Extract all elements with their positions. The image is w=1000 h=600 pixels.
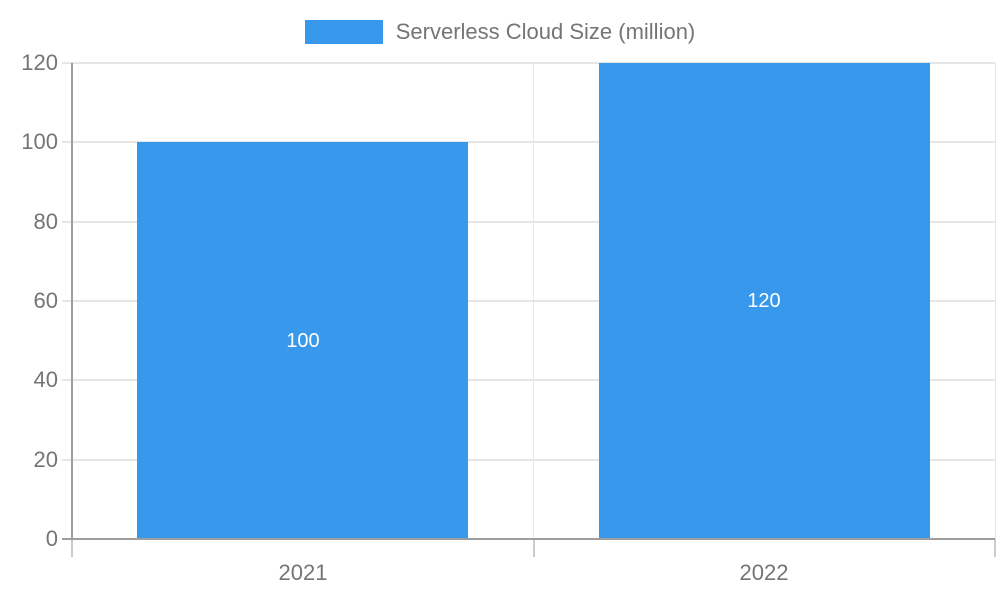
y-tick	[62, 300, 72, 302]
y-tick	[62, 220, 72, 223]
x-gridline	[994, 63, 996, 539]
x-axis-tick-label: 2021	[278, 560, 328, 585]
x-axis-tick-label: 2022	[739, 560, 789, 585]
y-axis-tick-label: 40	[33, 367, 58, 393]
y-axis-tick-label: 20	[33, 446, 58, 472]
y-axis-tick-label: 80	[33, 208, 58, 234]
y-axis-tick-label: 120	[21, 50, 58, 75]
y-tick	[62, 379, 72, 382]
legend-swatch-icon	[304, 20, 383, 44]
legend: Serverless Cloud Size (million)	[0, 19, 1000, 45]
bar-2021[interactable]	[137, 142, 468, 539]
y-axis-line	[71, 63, 73, 539]
y-tick	[62, 62, 72, 64]
x-axis-baseline	[62, 538, 995, 540]
x-tick	[532, 539, 535, 557]
x-tick	[994, 539, 996, 557]
y-tick	[62, 141, 72, 144]
bar-2022[interactable]	[599, 63, 930, 539]
bar-value-label: 100	[286, 330, 320, 352]
x-tick	[71, 539, 73, 557]
y-axis-tick-label: 0	[45, 526, 58, 551]
y-axis-tick-label: 60	[33, 288, 58, 313]
y-tick	[62, 458, 72, 461]
legend-item[interactable]: Serverless Cloud Size (million)	[304, 19, 696, 45]
y-axis-tick-label: 100	[21, 129, 58, 155]
bar-value-label: 120	[747, 290, 781, 312]
x-gridline	[533, 63, 534, 539]
legend-series-label: Serverless Cloud Size (million)	[395, 19, 696, 44]
